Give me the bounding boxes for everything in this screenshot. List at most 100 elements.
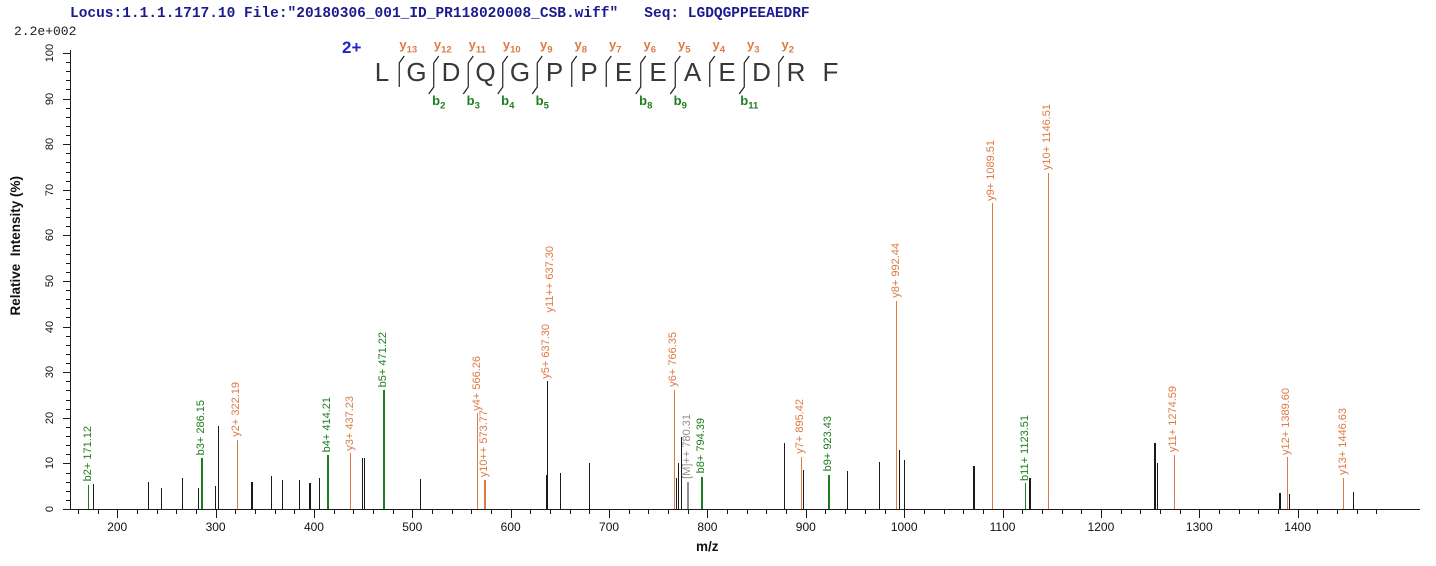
peak-y	[476, 413, 479, 509]
y-axis-tick	[66, 344, 70, 346]
y-axis-tick	[66, 80, 70, 82]
sequence-residue: G	[509, 57, 531, 87]
x-axis-tick	[786, 510, 788, 514]
sequence-residue: F	[822, 57, 839, 87]
x-axis-tick	[510, 510, 512, 518]
y-axis-tick	[66, 481, 70, 483]
precursor-charge-label: 2+	[342, 38, 362, 57]
peak-y	[673, 389, 676, 509]
peak	[198, 487, 200, 509]
x-axis-tick	[1120, 510, 1122, 514]
peak	[783, 443, 785, 509]
peak-label: y2+ 322.19	[230, 382, 243, 438]
peak-precursor	[687, 481, 689, 509]
peak	[319, 478, 321, 509]
y-axis-tick	[63, 463, 70, 465]
peak-label: y10++ 573.77	[477, 409, 490, 477]
y-axis-tick	[66, 171, 70, 173]
x-axis-tick	[923, 510, 925, 514]
y-axis-tick	[66, 153, 70, 155]
x-axis-tick	[392, 510, 394, 514]
x-axis-tick	[668, 510, 670, 514]
peak-label: y7+ 895.42	[794, 398, 807, 454]
y-axis-tick	[66, 381, 70, 383]
y-axis-tick	[66, 353, 70, 355]
x-axis-tick	[805, 510, 807, 518]
y-tick-label: 70	[44, 183, 56, 196]
b-ion-label: b11	[740, 93, 759, 112]
peak	[271, 476, 273, 509]
peak	[361, 457, 363, 509]
peak-b	[828, 474, 830, 509]
y-axis-tick	[66, 408, 70, 410]
sequence-residue: Q	[475, 57, 496, 87]
x-tick-label: 1200	[1087, 520, 1115, 534]
peak	[181, 478, 183, 509]
peak	[846, 470, 848, 509]
y-axis-tick	[63, 98, 70, 100]
y-axis-tick	[66, 299, 70, 301]
x-axis-tick	[766, 510, 768, 514]
x-axis-tick	[1100, 510, 1102, 518]
x-axis-tick	[904, 510, 906, 518]
peak	[419, 478, 421, 509]
peak-label: y6+ 766.35	[667, 332, 680, 387]
peak	[217, 426, 220, 509]
sequence-residue: P	[545, 57, 564, 87]
x-axis-tick	[1140, 510, 1142, 514]
y-axis-tick	[66, 290, 70, 292]
y-ion-label: y13	[399, 37, 418, 56]
y-axis-tick	[66, 198, 70, 200]
y-ion-label: y2	[781, 37, 795, 56]
peak-label: y11+ 1274.59	[1167, 386, 1180, 453]
sequence-residue: D	[752, 57, 771, 87]
peak	[309, 482, 311, 509]
y-axis-tick	[66, 390, 70, 392]
y-tick-label: 40	[44, 320, 56, 333]
y-axis-tick	[66, 89, 70, 91]
x-axis-tick	[707, 510, 709, 518]
y-axis-tick	[66, 226, 70, 228]
x-axis-tick	[884, 510, 886, 514]
peak-y	[1286, 457, 1289, 509]
peak-label: y4+ 566.26	[470, 355, 483, 411]
y-tick-label: 100	[44, 43, 56, 63]
x-axis-tick	[1297, 510, 1299, 518]
sequence-residue: G	[406, 57, 427, 87]
x-tick-label: 1000	[890, 520, 918, 534]
x-tick-label: 500	[402, 520, 423, 534]
peak	[364, 457, 366, 509]
y-axis-tick	[66, 445, 70, 447]
x-axis-tick	[1356, 510, 1358, 514]
peak	[1289, 493, 1291, 509]
x-axis-line	[70, 509, 1420, 511]
x-tick-label: 200	[107, 520, 128, 534]
y-axis-tick	[66, 262, 70, 264]
x-axis-tick	[471, 510, 473, 514]
y-ion-label: y9	[539, 37, 553, 56]
peak-label: y13+ 1446.63	[1336, 408, 1349, 476]
x-axis-tick	[353, 510, 355, 514]
y-axis-tick	[66, 436, 70, 438]
peak-y	[991, 203, 993, 509]
peak-label: y12+ 1389.60	[1280, 387, 1293, 455]
x-axis-tick	[1238, 510, 1240, 514]
x-axis-tick	[609, 510, 611, 518]
peak	[1279, 492, 1281, 509]
peak-y	[1047, 172, 1049, 509]
peak	[803, 470, 805, 509]
peak-label: y9+ 1089.51	[985, 139, 998, 201]
y-axis-tick	[66, 253, 70, 255]
x-axis-tick	[1081, 510, 1083, 514]
x-axis-tick	[1061, 510, 1063, 514]
x-axis-tick	[176, 510, 178, 514]
x-axis-tick	[825, 510, 827, 514]
x-tick-label: 600	[500, 520, 521, 534]
peak-label: y5+ 637.30	[540, 323, 553, 379]
y-axis-tick	[66, 472, 70, 474]
peak-label: b8+ 794.39	[694, 418, 707, 474]
peak-b	[327, 455, 329, 509]
x-axis-tick	[432, 510, 433, 514]
y-axis-tick	[63, 417, 70, 419]
